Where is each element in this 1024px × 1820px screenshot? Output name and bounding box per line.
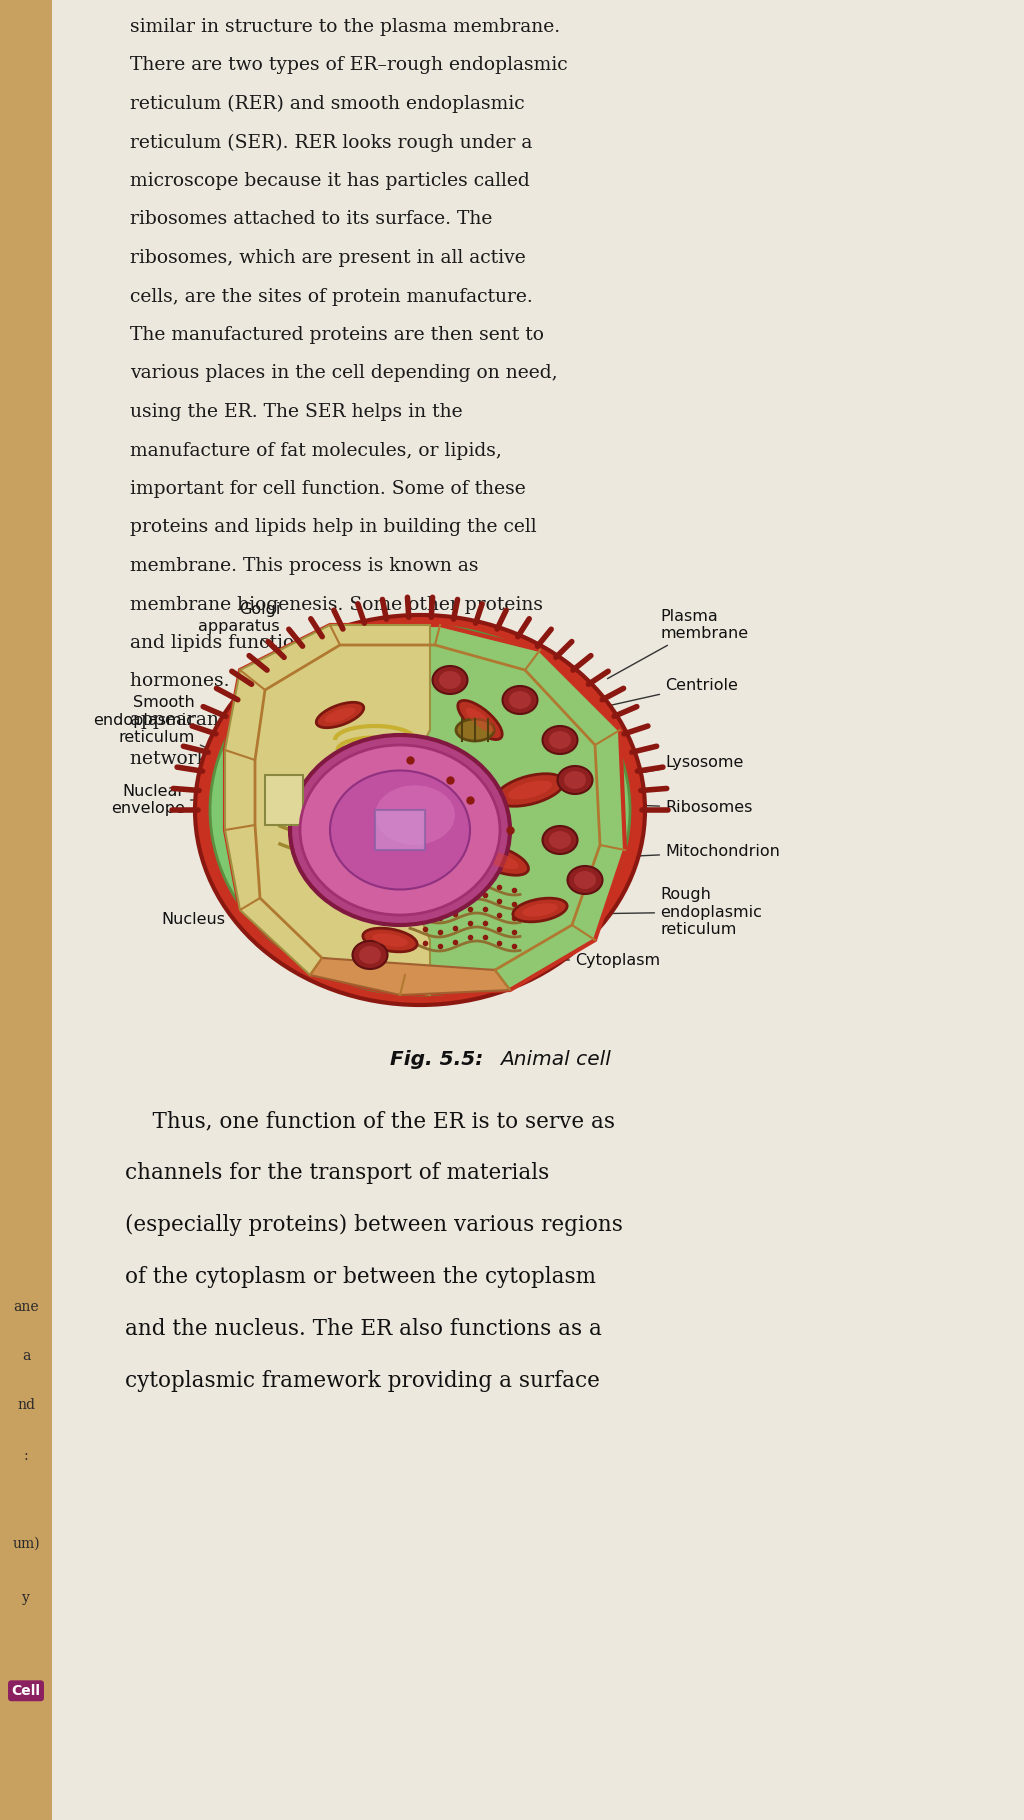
Text: Nuclear
envelope: Nuclear envelope	[112, 784, 278, 815]
Text: There are two types of ER–rough endoplasmic: There are two types of ER–rough endoplas…	[130, 56, 567, 75]
Ellipse shape	[543, 726, 578, 753]
Ellipse shape	[471, 844, 528, 875]
Text: ribosomes attached to its surface. The: ribosomes attached to its surface. The	[130, 211, 493, 229]
Text: Ribosomes: Ribosomes	[503, 801, 753, 815]
Ellipse shape	[513, 897, 567, 923]
Ellipse shape	[549, 732, 571, 750]
Text: Cytoplasm: Cytoplasm	[473, 952, 660, 968]
Text: and lipids function as enzymes and: and lipids function as enzymes and	[130, 633, 462, 652]
Ellipse shape	[574, 872, 596, 888]
Text: important for cell function. Some of these: important for cell function. Some of the…	[130, 480, 525, 499]
Text: Centriole: Centriole	[503, 677, 738, 730]
Ellipse shape	[359, 946, 381, 965]
Ellipse shape	[432, 666, 468, 693]
Text: cells, are the sites of protein manufacture.: cells, are the sites of protein manufact…	[130, 288, 532, 306]
Ellipse shape	[325, 708, 355, 723]
Text: using the ER. The SER helps in the: using the ER. The SER helps in the	[130, 402, 463, 420]
Ellipse shape	[439, 672, 461, 690]
Ellipse shape	[373, 934, 408, 946]
Text: Lysosome: Lysosome	[570, 755, 743, 784]
Text: um): um)	[12, 1536, 40, 1551]
Text: and the nucleus. The ER also functions as a: and the nucleus. The ER also functions a…	[125, 1318, 602, 1340]
Ellipse shape	[300, 744, 500, 915]
Text: Plasma
membrane: Plasma membrane	[607, 610, 749, 679]
Text: hormones. Although the ER varies greatly in: hormones. Although the ER varies greatly…	[130, 673, 552, 690]
Ellipse shape	[458, 701, 502, 739]
Text: reticulum (SER). RER looks rough under a: reticulum (SER). RER looks rough under a	[130, 133, 532, 151]
Ellipse shape	[375, 784, 455, 844]
Text: Fig. 5.5:: Fig. 5.5:	[390, 1050, 483, 1068]
Text: proteins and lipids help in building the cell: proteins and lipids help in building the…	[130, 519, 537, 537]
Text: channels for the transport of materials: channels for the transport of materials	[125, 1161, 549, 1185]
Polygon shape	[225, 624, 625, 996]
Ellipse shape	[362, 928, 417, 952]
Text: Mitochondrion: Mitochondrion	[553, 844, 780, 859]
Ellipse shape	[509, 692, 531, 710]
Text: Thus, one function of the ER is to serve as: Thus, one function of the ER is to serve…	[125, 1110, 615, 1132]
Ellipse shape	[481, 852, 518, 870]
Ellipse shape	[522, 903, 558, 917]
Text: Nucleus: Nucleus	[161, 861, 368, 928]
Text: ane: ane	[13, 1299, 39, 1314]
Ellipse shape	[508, 781, 552, 799]
Ellipse shape	[564, 772, 586, 790]
Text: manufacture of fat molecules, or lipids,: manufacture of fat molecules, or lipids,	[130, 442, 502, 459]
Ellipse shape	[316, 703, 364, 728]
Ellipse shape	[496, 774, 564, 806]
Text: The manufactured proteins are then sent to: The manufactured proteins are then sent …	[130, 326, 544, 344]
Ellipse shape	[456, 719, 494, 741]
Text: a: a	[22, 1349, 30, 1363]
Text: network system.: network system.	[130, 750, 286, 768]
Text: Rough
endoplasmic
reticulum: Rough endoplasmic reticulum	[513, 886, 762, 937]
Text: Smooth
endoplasmic
reticulum: Smooth endoplasmic reticulum	[93, 695, 288, 784]
Text: Animal cell: Animal cell	[500, 1050, 611, 1068]
Text: ribosomes, which are present in all active: ribosomes, which are present in all acti…	[130, 249, 525, 268]
Text: (especially proteins) between various regions: (especially proteins) between various re…	[125, 1214, 623, 1236]
Ellipse shape	[503, 686, 538, 713]
Ellipse shape	[567, 866, 602, 894]
Ellipse shape	[543, 826, 578, 854]
Polygon shape	[375, 810, 425, 850]
Text: similar in structure to the plasma membrane.: similar in structure to the plasma membr…	[130, 18, 560, 36]
Text: appearance in different cells, it always forms a: appearance in different cells, it always…	[130, 712, 573, 730]
Ellipse shape	[290, 735, 510, 925]
Ellipse shape	[557, 766, 593, 794]
Ellipse shape	[466, 708, 495, 732]
Bar	[265, 775, 303, 824]
Ellipse shape	[330, 770, 470, 890]
Bar	[0, 0, 52, 1820]
Text: membrane biogenesis. Some other proteins: membrane biogenesis. Some other proteins	[130, 595, 543, 613]
Text: reticulum (RER) and smooth endoplasmic: reticulum (RER) and smooth endoplasmic	[130, 95, 524, 113]
Text: Golgi
apparatus: Golgi apparatus	[199, 602, 358, 728]
Text: y: y	[23, 1591, 30, 1605]
Ellipse shape	[549, 832, 571, 848]
Polygon shape	[310, 957, 510, 996]
Polygon shape	[225, 624, 430, 996]
Ellipse shape	[210, 624, 630, 996]
Text: various places in the cell depending on need,: various places in the cell depending on …	[130, 364, 558, 382]
Text: Cell: Cell	[11, 1684, 41, 1698]
Text: cytoplasmic framework providing a surface: cytoplasmic framework providing a surfac…	[125, 1370, 600, 1392]
Text: microscope because it has particles called: microscope because it has particles call…	[130, 173, 529, 189]
Text: nd: nd	[17, 1398, 35, 1412]
Text: of the cytoplasm or between the cytoplasm: of the cytoplasm or between the cytoplas…	[125, 1267, 596, 1289]
Text: membrane. This process is known as: membrane. This process is known as	[130, 557, 478, 575]
Ellipse shape	[352, 941, 387, 968]
Text: :: :	[24, 1449, 29, 1463]
Ellipse shape	[195, 615, 645, 1005]
